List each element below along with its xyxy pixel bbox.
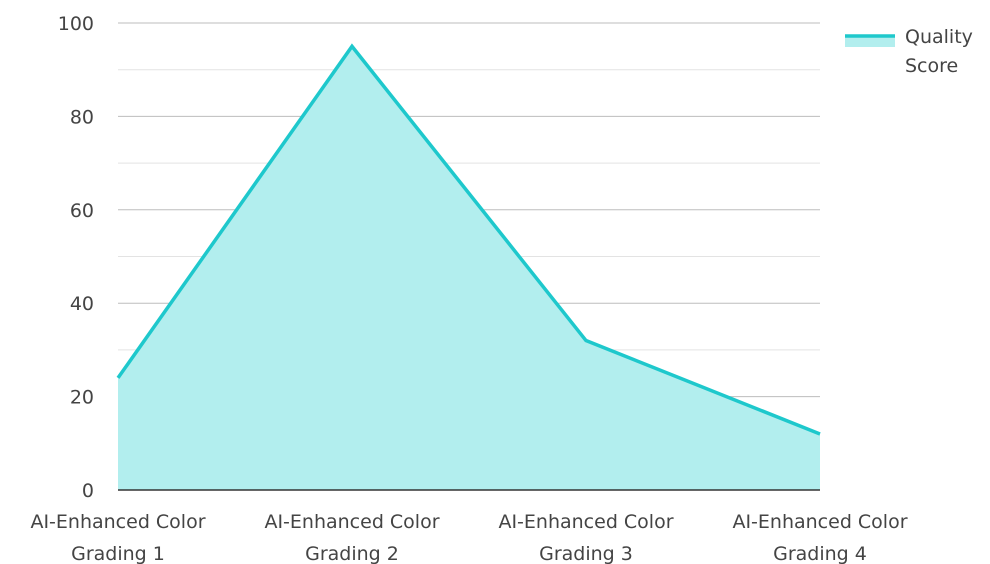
axis-layer: 0 20 40 60 80 100 AI-Enhanced Color Grading 1 AI… — [30, 13, 907, 564]
data-point[interactable] — [817, 431, 823, 437]
x-category-label: AI-Enhanced Color Grading 2 — [264, 511, 439, 564]
legend-label: Quality Score — [905, 26, 973, 77]
data-point[interactable] — [115, 375, 121, 381]
x-category-label: AI-Enhanced Color Grading 3 — [498, 511, 673, 564]
y-tick-label: 0 — [82, 480, 94, 502]
data-point[interactable] — [349, 43, 355, 49]
legend-swatch-fill — [845, 35, 895, 47]
y-tick-label: 80 — [70, 106, 94, 128]
series-line[interactable] — [116, 43, 821, 436]
y-tick-label: 20 — [70, 387, 94, 409]
x-category-label: AI-Enhanced Color Grading 1 — [30, 511, 205, 564]
series-layer — [115, 43, 823, 490]
series-area-fill — [118, 46, 820, 490]
y-tick-label: 100 — [58, 13, 94, 35]
y-tick-label: 40 — [70, 293, 94, 315]
legend[interactable]: Quality Score — [845, 26, 973, 77]
x-category-label: AI-Enhanced Color Grading 4 — [732, 511, 907, 564]
data-point[interactable] — [583, 338, 589, 344]
y-tick-label: 60 — [70, 200, 94, 222]
